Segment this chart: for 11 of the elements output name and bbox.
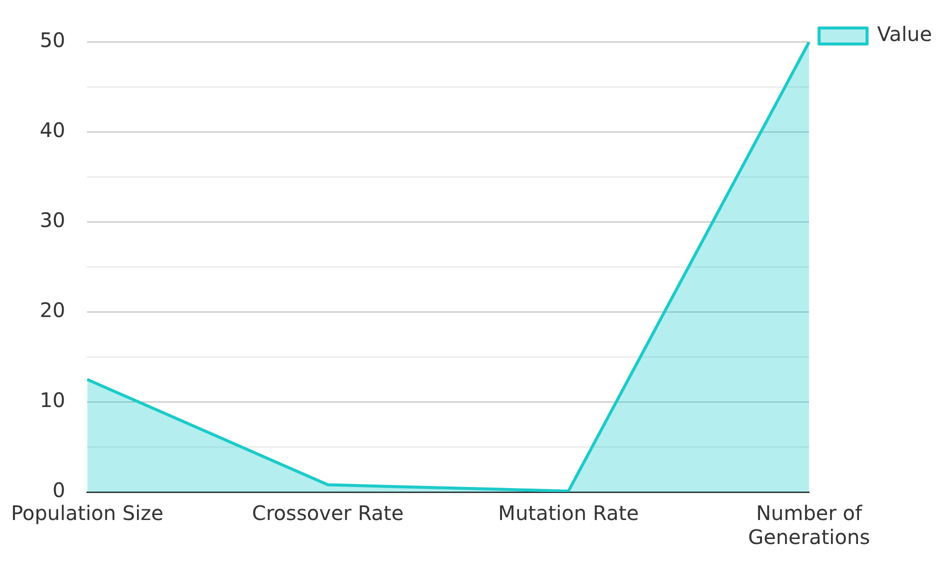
y-tick-label: 40 — [40, 118, 66, 142]
y-tick-label: 0 — [52, 478, 66, 502]
x-tick-label: Population Size — [10, 501, 164, 526]
x-tick-label: Number of Generations — [748, 501, 870, 550]
x-tick-label: Crossover Rate — [252, 501, 404, 526]
x-tick-label: Mutation Rate — [498, 501, 639, 526]
y-tick-label: 50 — [40, 28, 66, 52]
y-tick-label: 30 — [40, 208, 66, 232]
y-tick-label: 10 — [40, 388, 66, 412]
legend-label: Value — [877, 22, 932, 46]
y-tick-label: 20 — [40, 298, 66, 322]
